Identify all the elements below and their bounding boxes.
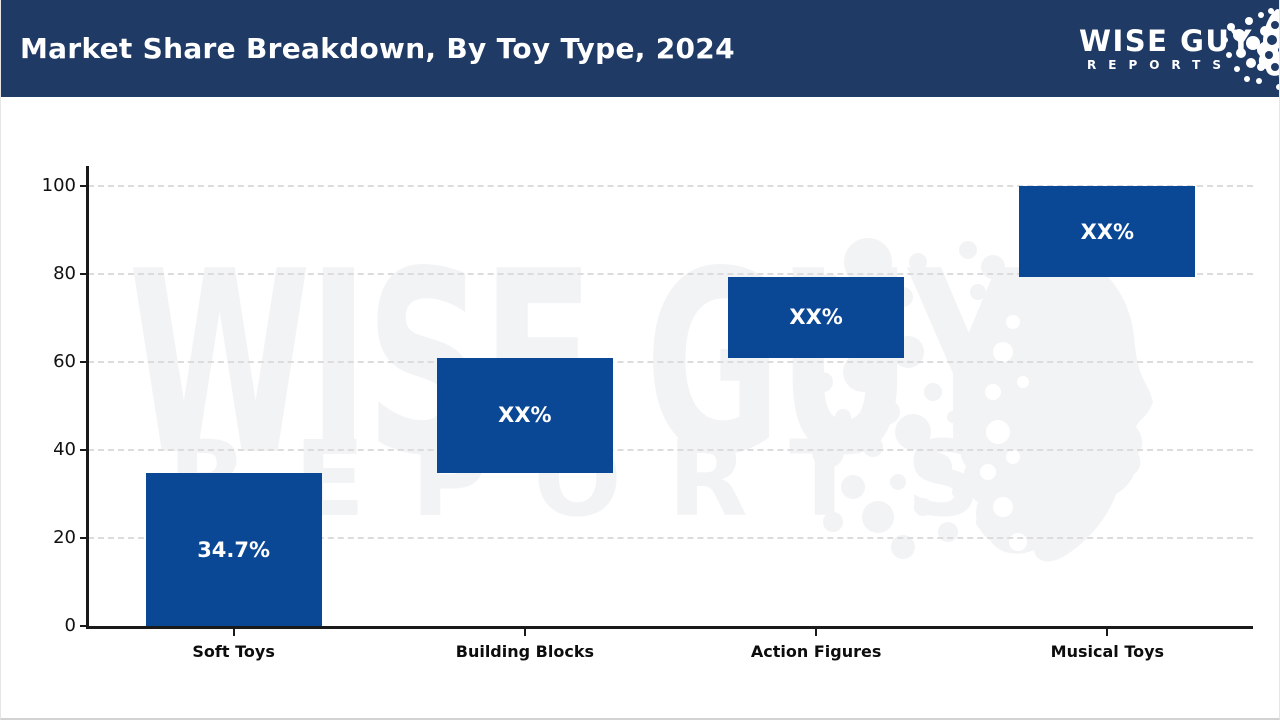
y-tick-mark — [80, 625, 88, 627]
x-tick-mark — [523, 628, 526, 636]
x-tick-mark — [815, 628, 818, 636]
gridline — [88, 185, 1253, 187]
bar-action-figures: XX% — [728, 277, 905, 358]
x-category-label: Soft Toys — [192, 642, 275, 661]
x-tick-mark — [232, 628, 235, 636]
wiseguy-logo: WISE GUY REPORTS — [1032, 0, 1280, 97]
y-tick-label: 60 — [53, 351, 76, 372]
x-axis-spine — [86, 626, 1253, 629]
x-tick-mark — [1106, 628, 1109, 636]
x-category-label: Building Blocks — [455, 642, 594, 661]
gridline — [88, 361, 1253, 363]
y-tick-label: 80 — [53, 263, 76, 284]
x-category-label: Action Figures — [750, 642, 882, 661]
x-category-label: Musical Toys — [1050, 642, 1165, 661]
y-axis-spine — [86, 166, 89, 628]
y-tick-label: 40 — [53, 439, 76, 460]
bar-value-label: XX% — [1080, 219, 1135, 244]
gridline — [88, 449, 1253, 451]
chart-title: Market Share Breakdown, By Toy Type, 202… — [20, 32, 735, 65]
bar-building-blocks: XX% — [436, 357, 613, 474]
y-tick-mark — [80, 185, 88, 187]
gridline — [88, 537, 1253, 539]
logo-head-icon — [1222, 8, 1280, 90]
y-tick-label: 0 — [64, 615, 76, 636]
bar-value-label: XX% — [789, 305, 843, 330]
y-tick-label: 100 — [41, 175, 76, 196]
bar-soft-toys: 34.7% — [145, 473, 322, 626]
y-tick-label: 20 — [53, 527, 76, 548]
logo-subtext: REPORTS — [1087, 58, 1233, 72]
gridline — [88, 273, 1253, 275]
bar-value-label: 34.7% — [197, 537, 271, 562]
y-tick-mark — [80, 449, 88, 451]
y-tick-mark — [80, 361, 88, 363]
chart-area: WISE GUY REPORTS — [0, 97, 1280, 720]
header-bar: Market Share Breakdown, By Toy Type, 202… — [0, 0, 1280, 97]
bar-musical-toys: XX% — [1019, 186, 1196, 278]
y-tick-mark — [80, 273, 88, 275]
bar-value-label: XX% — [498, 403, 552, 428]
y-tick-mark — [80, 537, 88, 539]
